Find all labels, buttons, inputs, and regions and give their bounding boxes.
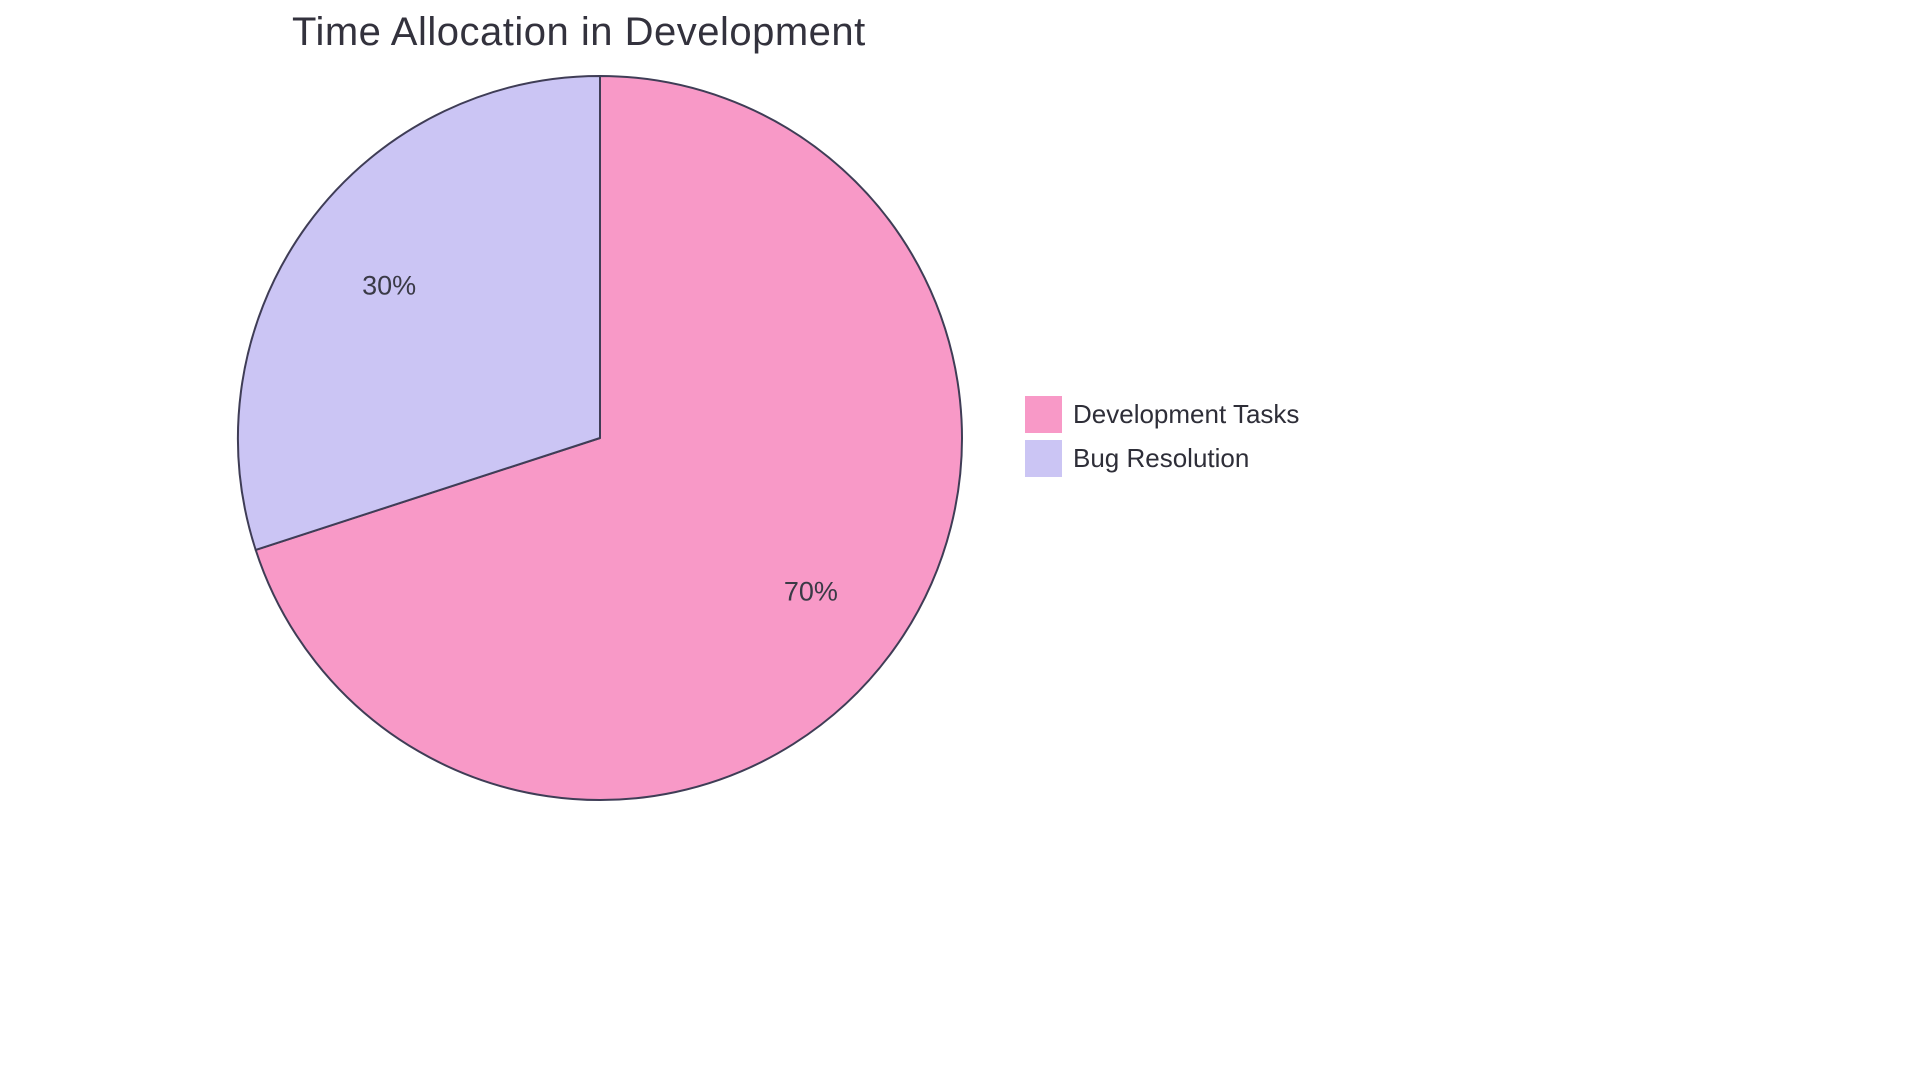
legend-label-bug-resolution: Bug Resolution bbox=[1073, 443, 1250, 473]
pie-slice-bug-resolution bbox=[237, 75, 601, 551]
legend-swatch-development-tasks bbox=[1025, 396, 1062, 433]
slice-value-label-development-tasks: 70% bbox=[784, 577, 838, 607]
slice-value-label-bug-resolution: 30% bbox=[362, 270, 416, 300]
legend-item-development-tasks: Development Tasks bbox=[1025, 396, 1299, 433]
legend-label-development-tasks: Development Tasks bbox=[1073, 399, 1300, 429]
chart-title: Time Allocation in Development bbox=[292, 10, 866, 54]
legend-swatch-bug-resolution bbox=[1025, 440, 1062, 477]
legend-item-bug-resolution: Bug Resolution bbox=[1025, 440, 1299, 477]
pie-slice-development-tasks bbox=[254, 75, 963, 801]
legend: Development Tasks Bug Resolution bbox=[1025, 396, 1299, 477]
